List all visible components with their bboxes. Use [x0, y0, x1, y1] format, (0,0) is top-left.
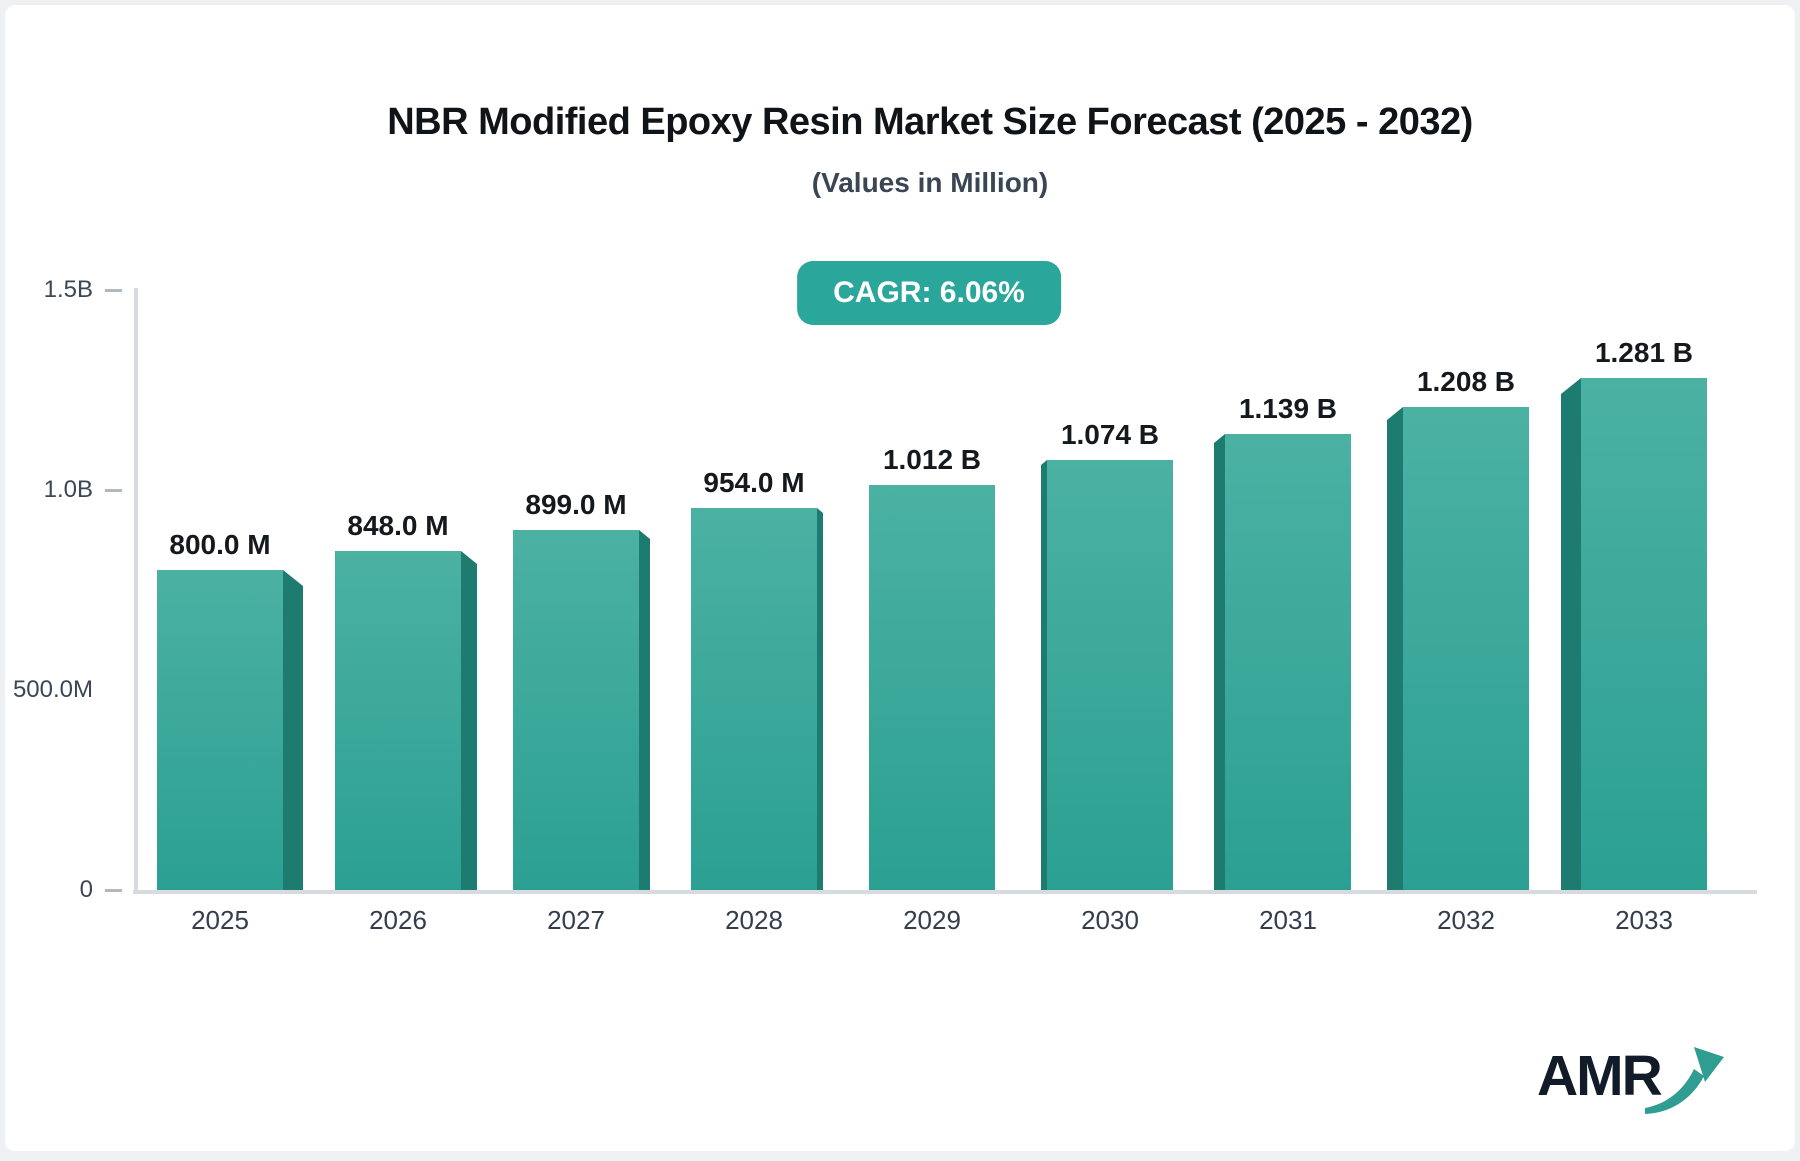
plot-area: 1.5B 1.0B 500.0M 0 800.0 M 2025 848.0 M 2026 899… — [5, 5, 1800, 1161]
bar-front-face — [513, 530, 639, 890]
bar-front-face — [1047, 460, 1173, 890]
bar-side-face — [1561, 378, 1581, 890]
bar-value-label: 1.281 B — [1594, 337, 1694, 368]
x-axis-tick-label: 2032 — [1437, 905, 1495, 935]
bar-2031: 1.139 B — [1214, 393, 1351, 890]
bar-2033: 1.281 B — [1561, 337, 1707, 890]
bar-2028: 954.0 M — [691, 467, 823, 890]
bar-value-label: 1.139 B — [1238, 393, 1338, 424]
x-axis-tick-label: 2030 — [1081, 905, 1139, 935]
bar-2029: 1.012 B — [869, 444, 995, 890]
bar-side-face — [817, 508, 823, 890]
y-axis-tick-label: 1.0B — [43, 476, 93, 503]
bar-side-face — [639, 530, 650, 890]
bar-value-label: 1.208 B — [1416, 366, 1516, 397]
y-axis-line — [134, 288, 138, 894]
x-axis-tick-label: 2033 — [1615, 905, 1673, 935]
bar-front-face — [691, 508, 817, 890]
bar-2026: 848.0 M — [335, 510, 477, 890]
bar-front-face — [869, 485, 995, 890]
bar-side-face — [283, 570, 303, 890]
bar-front-face — [157, 570, 283, 890]
bar-side-face — [1387, 407, 1403, 890]
cagr-badge: CAGR: 6.06% — [797, 261, 1061, 325]
bar-2030: 1.074 B — [1041, 419, 1173, 890]
x-axis-tick-label: 2031 — [1259, 905, 1317, 935]
bar-value-label: 800.0 M — [169, 529, 271, 560]
chart-subtitle: (Values in Million) — [811, 167, 1049, 198]
x-axis-tick-label: 2029 — [903, 905, 961, 935]
bar-value-label: 1.074 B — [1060, 419, 1160, 450]
amr-logo-text: AMR — [1537, 1044, 1663, 1108]
bar-value-label: 954.0 M — [703, 467, 805, 498]
bar-2032: 1.208 B — [1387, 366, 1529, 890]
x-axis-tick-label: 2027 — [547, 905, 605, 935]
amr-logo: AMR — [1537, 1043, 1767, 1123]
chart-title: NBR Modified Epoxy Resin Market Size For… — [387, 101, 1473, 143]
chart-card: NBR Modified Epoxy Resin Market Size For… — [5, 5, 1795, 1151]
y-axis-tick-mark — [105, 289, 122, 292]
bar-value-label: 1.012 B — [882, 444, 982, 475]
y-axis-tick-mark — [105, 889, 122, 892]
bar-front-face — [1225, 434, 1351, 890]
x-axis-tick-label: 2025 — [191, 905, 249, 935]
x-axis-tick-label: 2028 — [725, 905, 783, 935]
bar-side-face — [1214, 434, 1225, 890]
y-axis-tick-mark — [105, 489, 122, 492]
bar-value-label: 848.0 M — [347, 510, 449, 541]
bar-side-face — [461, 551, 477, 890]
bar-2025: 800.0 M — [157, 529, 303, 890]
y-axis-tick-label: 0 — [79, 876, 93, 903]
bar-front-face — [1403, 407, 1529, 890]
bar-side-face — [1041, 460, 1047, 890]
x-axis-line — [133, 890, 1757, 894]
bar-front-face — [335, 551, 461, 890]
x-axis-tick-label: 2026 — [369, 905, 427, 935]
growth-arrow-icon — [1645, 1047, 1724, 1114]
bar-value-label: 899.0 M — [525, 489, 627, 520]
bar-front-face — [1581, 378, 1707, 890]
bar-2027: 899.0 M — [513, 489, 650, 890]
y-axis-tick-label: 500.0M — [12, 676, 93, 703]
y-axis-tick-label: 1.5B — [43, 276, 93, 303]
